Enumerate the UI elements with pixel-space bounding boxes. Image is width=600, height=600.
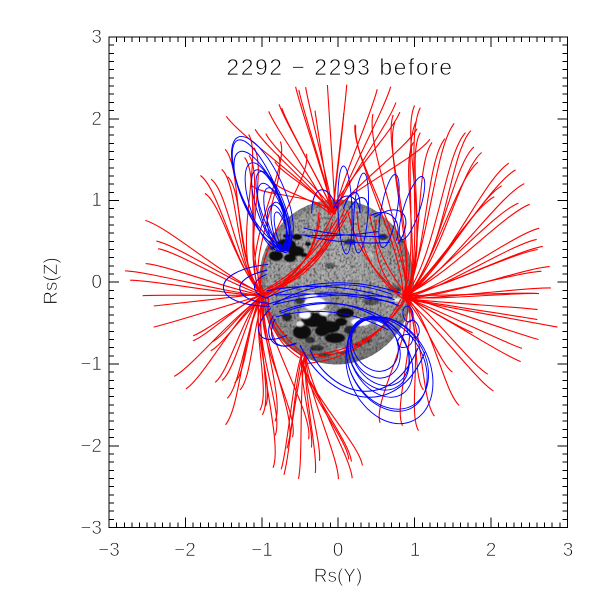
svg-text:1: 1 — [410, 540, 421, 561]
svg-text:−2: −2 — [174, 540, 196, 561]
svg-text:2: 2 — [486, 540, 497, 561]
svg-text:0: 0 — [333, 540, 344, 561]
svg-text:Rs(Y): Rs(Y) — [314, 566, 363, 587]
svg-text:3: 3 — [91, 27, 102, 48]
svg-text:−2: −2 — [80, 436, 102, 457]
svg-text:−3: −3 — [80, 518, 102, 539]
svg-text:2292 − 2293 before: 2292 − 2293 before — [226, 54, 453, 80]
svg-text:−3: −3 — [98, 540, 120, 561]
svg-text:Rs(Z): Rs(Z) — [41, 257, 62, 304]
svg-text:3: 3 — [563, 540, 574, 561]
svg-text:2: 2 — [91, 109, 102, 130]
svg-text:−1: −1 — [80, 354, 102, 375]
svg-text:−1: −1 — [251, 540, 273, 561]
svg-text:0: 0 — [91, 272, 102, 293]
svg-text:1: 1 — [91, 190, 102, 211]
